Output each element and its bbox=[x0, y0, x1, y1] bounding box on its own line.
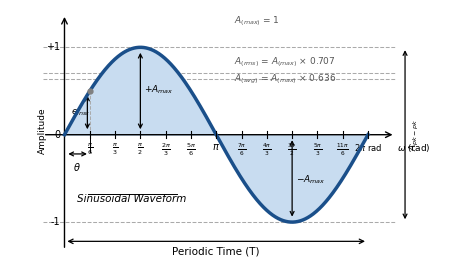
Text: $\frac{\pi}{6}$: $\frac{\pi}{6}$ bbox=[87, 142, 93, 157]
Text: $\frac{3\pi}{2}$: $\frac{3\pi}{2}$ bbox=[287, 142, 297, 158]
Text: $A_{(avg)}$ = $A_{(max)}$ × 0.636: $A_{(avg)}$ = $A_{(max)}$ × 0.636 bbox=[234, 73, 336, 86]
Text: -1: -1 bbox=[51, 217, 61, 227]
Text: $A_{(max)}$ = 1: $A_{(max)}$ = 1 bbox=[234, 14, 279, 28]
Text: $\theta$: $\theta$ bbox=[73, 161, 81, 173]
Text: $A_{pk-pk}$: $A_{pk-pk}$ bbox=[408, 119, 421, 151]
Text: $\frac{2\pi}{3}$: $\frac{2\pi}{3}$ bbox=[161, 142, 171, 158]
Text: $\frac{\pi}{2}$: $\frac{\pi}{2}$ bbox=[137, 142, 143, 157]
Text: $\frac{4\pi}{3}$: $\frac{4\pi}{3}$ bbox=[262, 142, 272, 158]
Text: Sinusoidal Waveform: Sinusoidal Waveform bbox=[77, 194, 187, 204]
Text: Periodic Time (T): Periodic Time (T) bbox=[173, 247, 260, 257]
Text: +1: +1 bbox=[46, 42, 61, 52]
Text: $\frac{11\pi}{6}$: $\frac{11\pi}{6}$ bbox=[336, 142, 349, 158]
Text: $\omega$ (rad): $\omega$ (rad) bbox=[397, 142, 430, 154]
Text: $-A_{max}$: $-A_{max}$ bbox=[296, 174, 326, 186]
Text: +$A_{max}$: +$A_{max}$ bbox=[144, 83, 174, 95]
Text: Amplitude: Amplitude bbox=[38, 107, 47, 154]
Text: $\frac{\pi}{3}$: $\frac{\pi}{3}$ bbox=[112, 142, 118, 157]
Text: 0: 0 bbox=[55, 130, 61, 140]
Text: $\frac{7\pi}{6}$: $\frac{7\pi}{6}$ bbox=[237, 142, 246, 158]
Text: $e_{inst}$: $e_{inst}$ bbox=[72, 108, 91, 118]
Text: $\frac{5\pi}{3}$: $\frac{5\pi}{3}$ bbox=[313, 142, 322, 158]
Text: $2\pi$ rad: $2\pi$ rad bbox=[354, 142, 382, 153]
Text: $A_{(rms)}$ = $A_{(max)}$ × 0.707: $A_{(rms)}$ = $A_{(max)}$ × 0.707 bbox=[234, 55, 335, 69]
Text: $\frac{5\pi}{6}$: $\frac{5\pi}{6}$ bbox=[186, 142, 196, 158]
Text: $\pi$: $\pi$ bbox=[212, 142, 220, 152]
